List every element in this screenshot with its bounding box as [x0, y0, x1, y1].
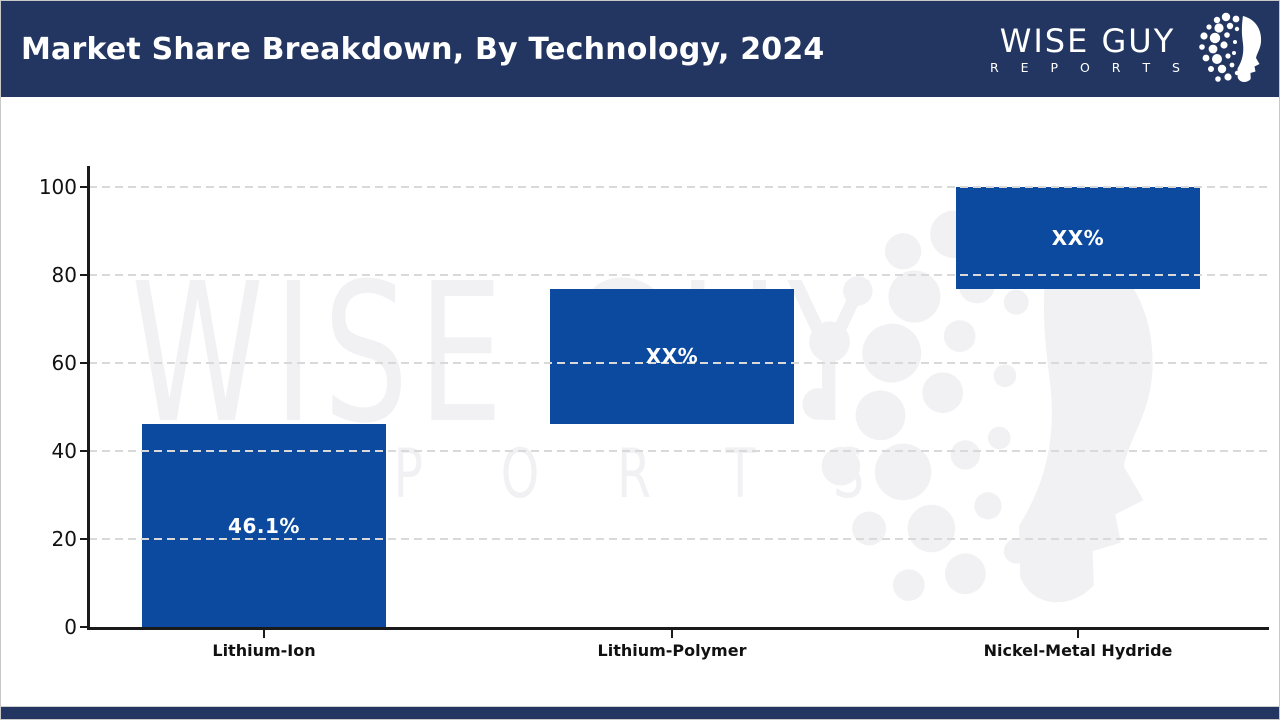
watermark-face-logo-icon: [802, 210, 1153, 603]
brand-name: WISE GUY: [999, 22, 1176, 60]
gridline: [89, 362, 1269, 364]
y-axis-tick: [80, 538, 89, 540]
bar-value-label: XX%: [1051, 225, 1105, 250]
page-title: Market Share Breakdown, By Technology, 2…: [21, 31, 825, 67]
bar-value-label: XX%: [645, 344, 699, 369]
brand-subtitle: R E P O R T S: [989, 60, 1189, 75]
x-axis-category-label: Nickel-Metal Hydride: [983, 641, 1173, 660]
bar-value-label: 46.1%: [228, 513, 300, 538]
y-axis-tick-label: 20: [51, 527, 77, 551]
x-axis-tick: [1077, 630, 1079, 638]
gridline: [89, 538, 1269, 540]
x-axis-tick: [263, 630, 265, 638]
x-axis-line: [87, 627, 1269, 630]
brand-logo-text: WISE GUY R E P O R T S: [986, 24, 1189, 76]
y-axis-tick-label: 100: [38, 175, 77, 199]
y-axis-tick: [80, 186, 89, 188]
y-axis-tick-label: 40: [51, 439, 77, 463]
x-axis-category-label: Lithium-Polymer: [597, 641, 747, 660]
y-axis-line: [87, 166, 90, 630]
x-axis-category-label: Lithium-Ion: [212, 641, 316, 660]
footer-bar: [1, 706, 1279, 719]
y-axis-tick-label: 80: [51, 263, 77, 287]
bar-segment: [956, 187, 1200, 289]
y-axis-tick: [80, 362, 89, 364]
bar-segment: [550, 288, 794, 425]
y-axis-tick: [80, 626, 89, 628]
y-axis-tick-label: 60: [51, 351, 77, 375]
y-axis-tick-label: 0: [64, 615, 77, 639]
gridline: [89, 450, 1269, 452]
brand-logo: WISE GUY R E P O R T S: [990, 11, 1265, 89]
bar-segment: [142, 424, 386, 627]
y-axis-tick: [80, 274, 89, 276]
header-bar: Market Share Breakdown, By Technology, 2…: [1, 1, 1279, 97]
x-axis-tick: [671, 630, 673, 638]
brand-face-logo-icon: [1199, 12, 1262, 83]
gridline: [89, 186, 1269, 188]
gridline: [89, 274, 1269, 276]
y-axis-tick: [80, 450, 89, 452]
